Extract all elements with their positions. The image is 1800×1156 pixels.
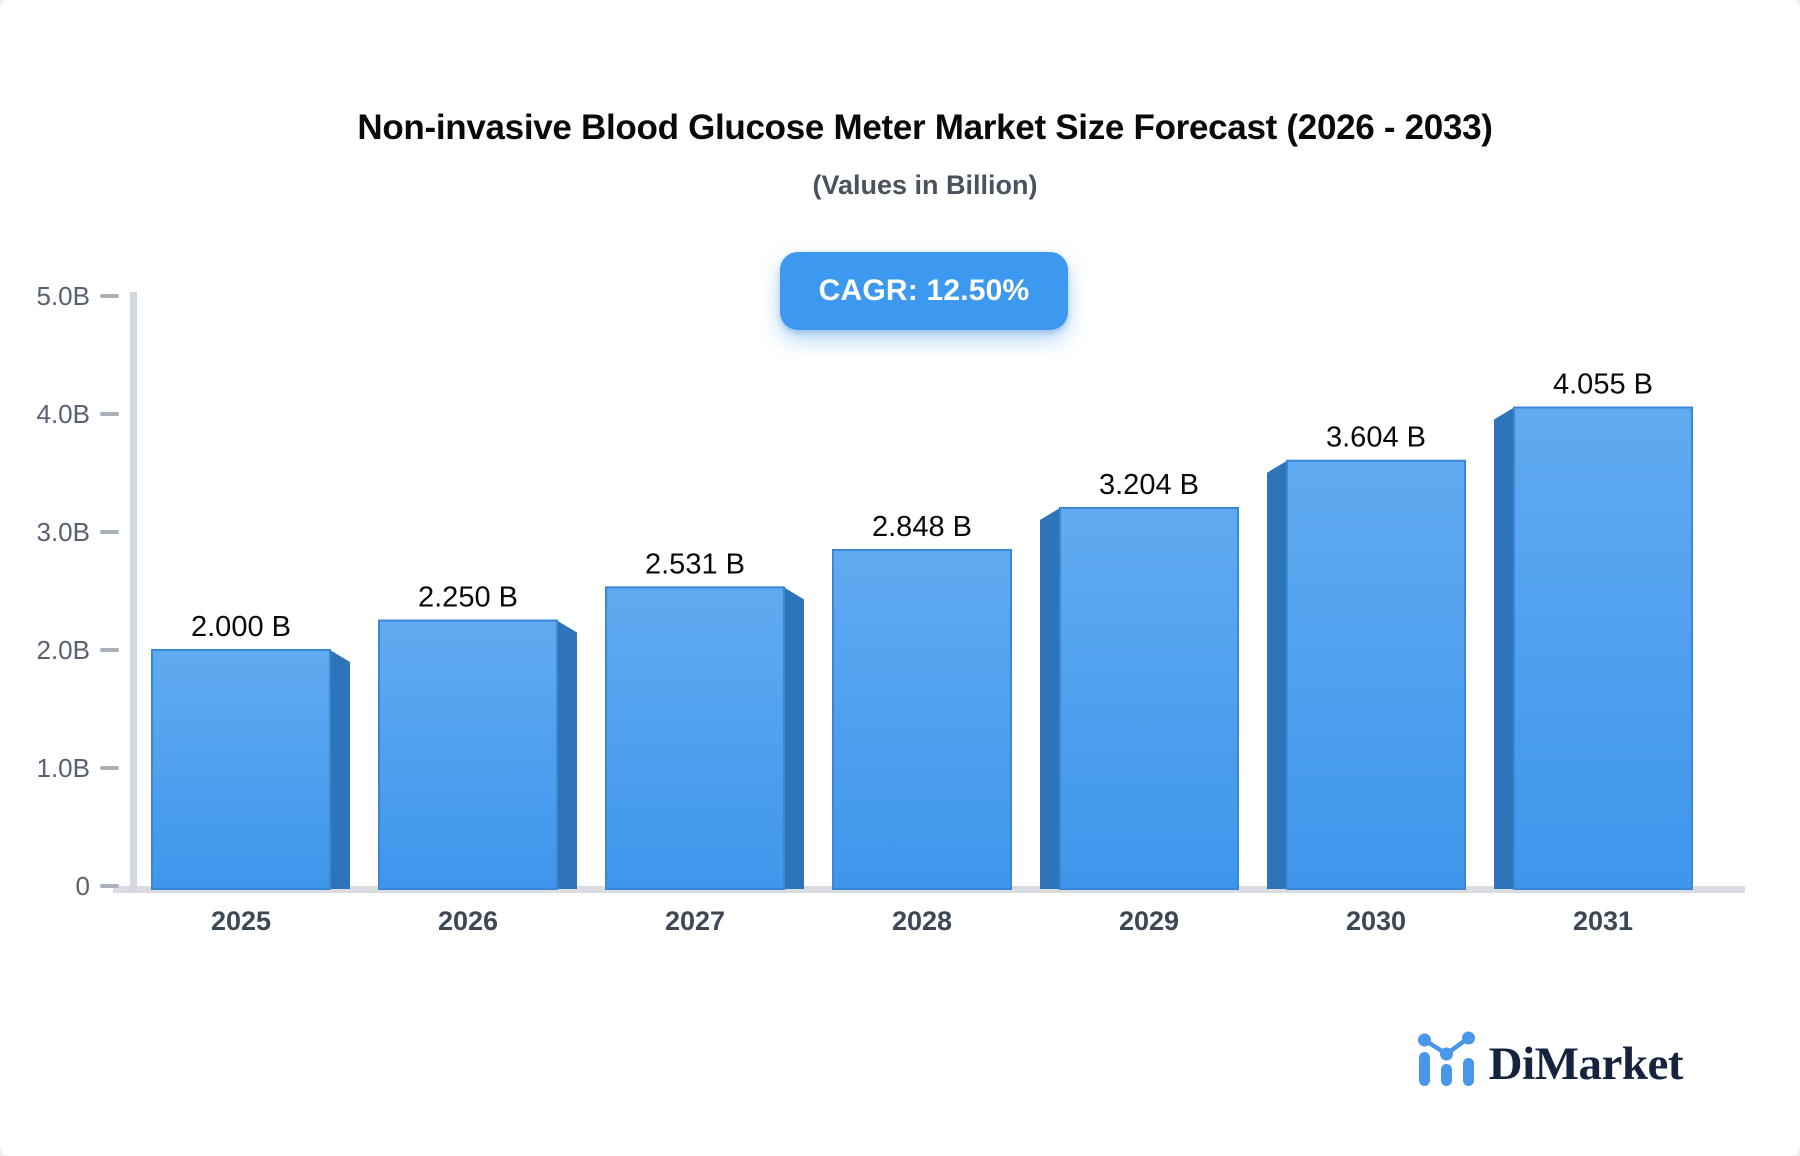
chart-subtitle: (Values in Billion) (812, 170, 1038, 200)
bar-value-label: 4.055 B (1553, 369, 1653, 401)
y-tick-label: 3.0B (37, 517, 91, 547)
y-tick-label: 1.0B (37, 753, 91, 783)
cagr-badge: CAGR: 12.50% (780, 252, 1068, 330)
bar-value-label: 2.000 B (191, 611, 291, 643)
y-tick-mark (100, 884, 119, 888)
y-tick-label: 5.0B (37, 281, 91, 311)
y-tick-mark (100, 412, 119, 416)
y-tick-mark (100, 530, 119, 534)
chart-title: Non-invasive Blood Glucose Meter Market … (357, 108, 1493, 147)
logo-trend-dot (1461, 1031, 1475, 1045)
bar-side-face (557, 620, 577, 889)
y-axis-line (130, 292, 137, 893)
y-tick-label: 0 (76, 871, 90, 901)
x-category-label: 2026 (438, 906, 498, 936)
bar-2026 (378, 619, 558, 890)
bar-value-label: 2.848 B (872, 511, 972, 543)
market-size-bar-chart: 0 1.0B 2.0B 3.0B 4.0B 5.0B 2.000 B 2025 2.250 B 2… (37, 281, 1745, 936)
x-category-label: 2028 (892, 906, 952, 936)
y-tick-mark (100, 766, 119, 770)
bar-2028 (832, 548, 1012, 890)
chart-header: Non-invasive Blood Glucose Meter Market … (0, 0, 1800, 201)
logo-bar (1440, 1064, 1452, 1086)
logo-bar (1418, 1052, 1430, 1086)
x-category-label: 2025 (211, 906, 271, 936)
bar-value-label: 3.204 B (1099, 469, 1199, 501)
logo-trend-dot (1417, 1033, 1431, 1047)
x-category-label: 2029 (1119, 906, 1179, 936)
chart-area: 0 1.0B 2.0B 3.0B 4.0B 5.0B 2.000 B 2025 2.250 B 2… (0, 230, 1800, 960)
logo-bar (1462, 1058, 1474, 1086)
bar-side-face (1267, 460, 1287, 889)
bar-side-face (1494, 407, 1514, 889)
cagr-badge-label: CAGR: 12.50% (818, 274, 1030, 307)
x-category-label: 2027 (665, 906, 725, 936)
bar-side-face (330, 650, 350, 889)
bar-2029 (1059, 506, 1239, 890)
bar-2031 (1513, 406, 1693, 890)
bar-2030 (1286, 459, 1466, 890)
bar-value-label: 2.250 B (418, 582, 518, 614)
brand-logo: DiMarket (1417, 1030, 1684, 1090)
bar-2027 (605, 586, 785, 890)
x-category-label: 2031 (1573, 906, 1633, 936)
bar-value-label: 2.531 B (645, 548, 745, 580)
brand-logo-text: DiMarket (1488, 1038, 1684, 1090)
logo-trend-dot (1439, 1047, 1453, 1061)
bar-2025 (151, 649, 331, 890)
y-tick-label: 4.0B (37, 399, 91, 429)
x-category-label: 2030 (1346, 906, 1406, 936)
bar-side-face (784, 587, 804, 889)
y-tick-label: 2.0B (37, 635, 91, 665)
bar-side-face (1040, 507, 1060, 889)
y-tick-mark (100, 648, 119, 652)
bar-value-label: 3.604 B (1326, 422, 1426, 454)
y-tick-mark (100, 294, 119, 298)
mini-bar-chart-icon (1417, 1031, 1475, 1086)
